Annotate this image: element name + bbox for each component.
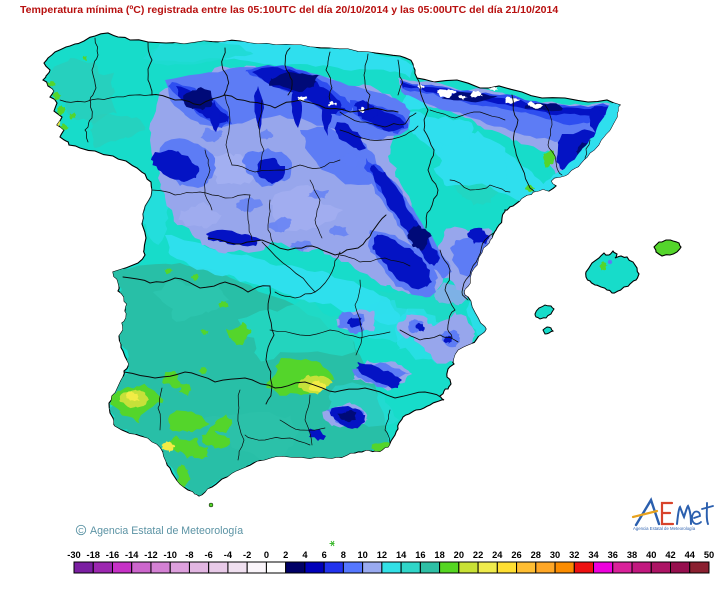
svg-text:0: 0: [264, 550, 269, 560]
svg-text:-10: -10: [163, 550, 176, 560]
svg-text:Temperatura mínima (ºC) regist: Temperatura mínima (ºC) registrada entre…: [20, 4, 558, 16]
svg-text:42: 42: [665, 550, 675, 560]
svg-text:18: 18: [434, 550, 444, 560]
svg-text:-14: -14: [125, 550, 139, 560]
svg-text:8: 8: [341, 550, 346, 560]
svg-text:30: 30: [550, 550, 560, 560]
svg-text:Agencia Estatal de Meteorologí: Agencia Estatal de Meteorología: [633, 526, 696, 531]
svg-text:-18: -18: [87, 550, 100, 560]
svg-text:-2: -2: [243, 550, 251, 560]
svg-text:16: 16: [415, 550, 425, 560]
svg-text:50: 50: [704, 550, 714, 560]
svg-text:2: 2: [283, 550, 288, 560]
svg-text:20: 20: [454, 550, 464, 560]
svg-text:Agencia Estatal de Meteorologí: Agencia Estatal de Meteorología: [90, 525, 243, 537]
svg-text:38: 38: [627, 550, 637, 560]
svg-text:-12: -12: [144, 550, 157, 560]
svg-text:32: 32: [569, 550, 579, 560]
svg-text:28: 28: [531, 550, 541, 560]
svg-text:12: 12: [377, 550, 387, 560]
svg-text:C: C: [78, 526, 84, 535]
svg-text:22: 22: [473, 550, 483, 560]
svg-text:10: 10: [357, 550, 367, 560]
svg-text:26: 26: [511, 550, 521, 560]
svg-text:44: 44: [685, 550, 696, 560]
svg-text:40: 40: [646, 550, 656, 560]
svg-text:-30: -30: [67, 550, 80, 560]
svg-text:-8: -8: [185, 550, 193, 560]
svg-text:-16: -16: [106, 550, 119, 560]
svg-text:-6: -6: [205, 550, 213, 560]
svg-text:6: 6: [322, 550, 327, 560]
svg-text:14: 14: [396, 550, 407, 560]
svg-text:34: 34: [588, 550, 599, 560]
svg-text:4: 4: [302, 550, 308, 560]
svg-text:24: 24: [492, 550, 503, 560]
svg-text:36: 36: [608, 550, 618, 560]
svg-text:-4: -4: [224, 550, 233, 560]
